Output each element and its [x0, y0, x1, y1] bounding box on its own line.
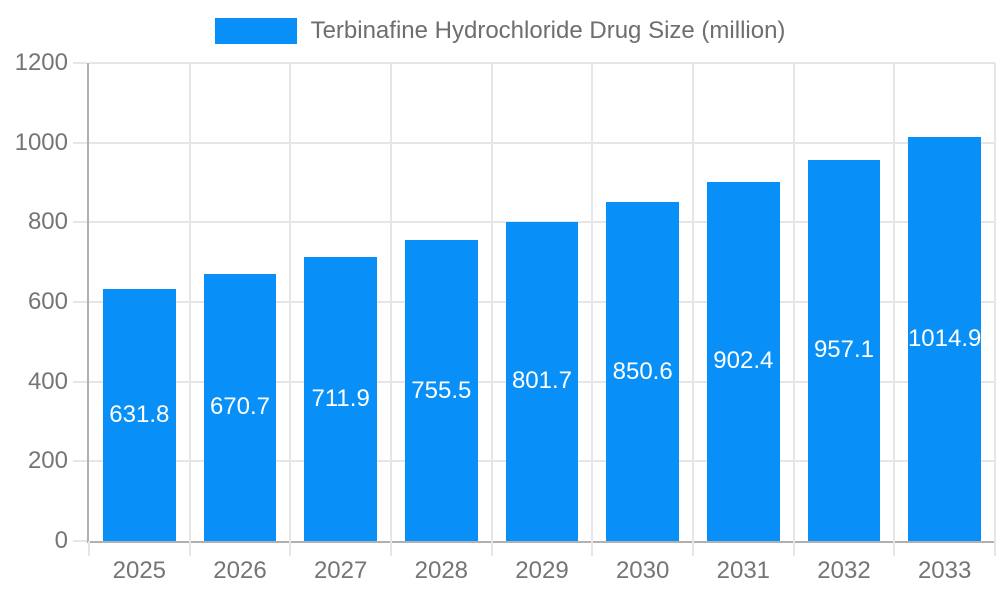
- bar-2026[interactable]: 670.7: [203, 273, 277, 541]
- bar-2025[interactable]: 631.8: [103, 289, 176, 541]
- y-tick: [73, 221, 87, 224]
- bar-value-label: 631.8: [109, 401, 170, 429]
- bar-band: 670.7: [190, 63, 291, 541]
- gridline-vertical: [188, 63, 191, 541]
- bar-value-label: 755.5: [411, 376, 472, 404]
- x-tick: [893, 541, 896, 556]
- bar-2027[interactable]: 711.9: [304, 257, 377, 541]
- y-tick: [73, 141, 87, 144]
- y-tick: [73, 380, 87, 383]
- bar-band: 755.5: [391, 63, 492, 541]
- bar-2030[interactable]: 850.6: [606, 202, 679, 541]
- bar-band: 711.9: [290, 63, 391, 541]
- bar-2028[interactable]: 755.5: [405, 240, 478, 541]
- x-axis-label: 2031: [716, 557, 771, 584]
- x-tick: [188, 541, 191, 556]
- legend-swatch[interactable]: [214, 18, 297, 44]
- bar-band: 957.1: [794, 63, 895, 541]
- plot-area: 0 200 400 600 800 1000 1200 2025 631.8 2026 670.7 2…: [15, 49, 996, 584]
- gridline-horizontal: [89, 62, 995, 64]
- y-axis-label: 600: [27, 288, 68, 315]
- y-axis-label: 400: [27, 367, 68, 395]
- gridline-vertical: [994, 63, 996, 541]
- y-tick: [73, 540, 87, 542]
- bar-value-label: 711.9: [311, 385, 370, 413]
- gridline-horizontal: [89, 141, 995, 144]
- bar-value-label: 902.4: [713, 347, 774, 375]
- x-tick: [591, 541, 594, 556]
- bar-value-label: 957.1: [813, 336, 875, 364]
- bar-band: 1014.9: [894, 63, 995, 541]
- bar-band: 631.8: [89, 63, 190, 541]
- y-tick: [73, 301, 87, 303]
- x-axis-label: 2028: [414, 557, 469, 584]
- bar-2032[interactable]: 957.1: [807, 159, 881, 541]
- gridline-vertical: [691, 63, 694, 541]
- x-axis-label: 2026: [213, 557, 267, 584]
- x-axis-label: 2032: [817, 557, 871, 584]
- bar-2029[interactable]: 801.7: [505, 221, 579, 541]
- gridline-vertical: [490, 63, 493, 541]
- gridline-vertical: [893, 63, 896, 541]
- bar-band: 850.6: [592, 63, 693, 541]
- x-tick: [792, 541, 795, 556]
- x-axis-label: 2027: [313, 557, 368, 584]
- x-tick: [490, 541, 493, 556]
- bar-value-label: 670.7: [209, 393, 271, 421]
- gridline-vertical: [591, 63, 594, 541]
- y-axis-label: 800: [27, 208, 68, 236]
- y-tick: [73, 460, 87, 463]
- y-tick: [73, 62, 87, 64]
- y-axis-label: 1200: [14, 49, 68, 76]
- bar-2033[interactable]: 1014.9: [907, 136, 982, 541]
- gridline-vertical: [389, 63, 392, 541]
- bar-band: 801.7: [492, 63, 593, 541]
- x-tick: [691, 541, 694, 556]
- legend-label: Terbinafine Hydrochloride Drug Size (mil…: [310, 17, 786, 44]
- x-tick: [389, 541, 392, 556]
- x-tick: [88, 541, 90, 556]
- x-axis-label: 2030: [615, 557, 670, 584]
- bar-value-label: 850.6: [612, 357, 673, 385]
- x-tick: [289, 541, 292, 556]
- x-axis-label: 2025: [112, 557, 167, 584]
- x-axis-label: 2029: [515, 557, 569, 584]
- bar-value-label: 1014.9: [907, 324, 982, 352]
- legend[interactable]: Terbinafine Hydrochloride Drug Size (mil…: [0, 17, 1000, 45]
- bar-band: 902.4: [693, 63, 794, 541]
- y-axis-label: 200: [27, 447, 68, 475]
- bar-2031[interactable]: 902.4: [707, 181, 780, 541]
- bar-value-label: 801.7: [511, 367, 573, 395]
- x-axis-label: 2033: [917, 557, 972, 584]
- y-axis-label: 0: [54, 527, 68, 554]
- x-tick: [994, 541, 996, 556]
- y-axis-label: 1000: [14, 128, 68, 156]
- gridline-vertical: [792, 63, 795, 541]
- gridline-vertical: [289, 63, 292, 541]
